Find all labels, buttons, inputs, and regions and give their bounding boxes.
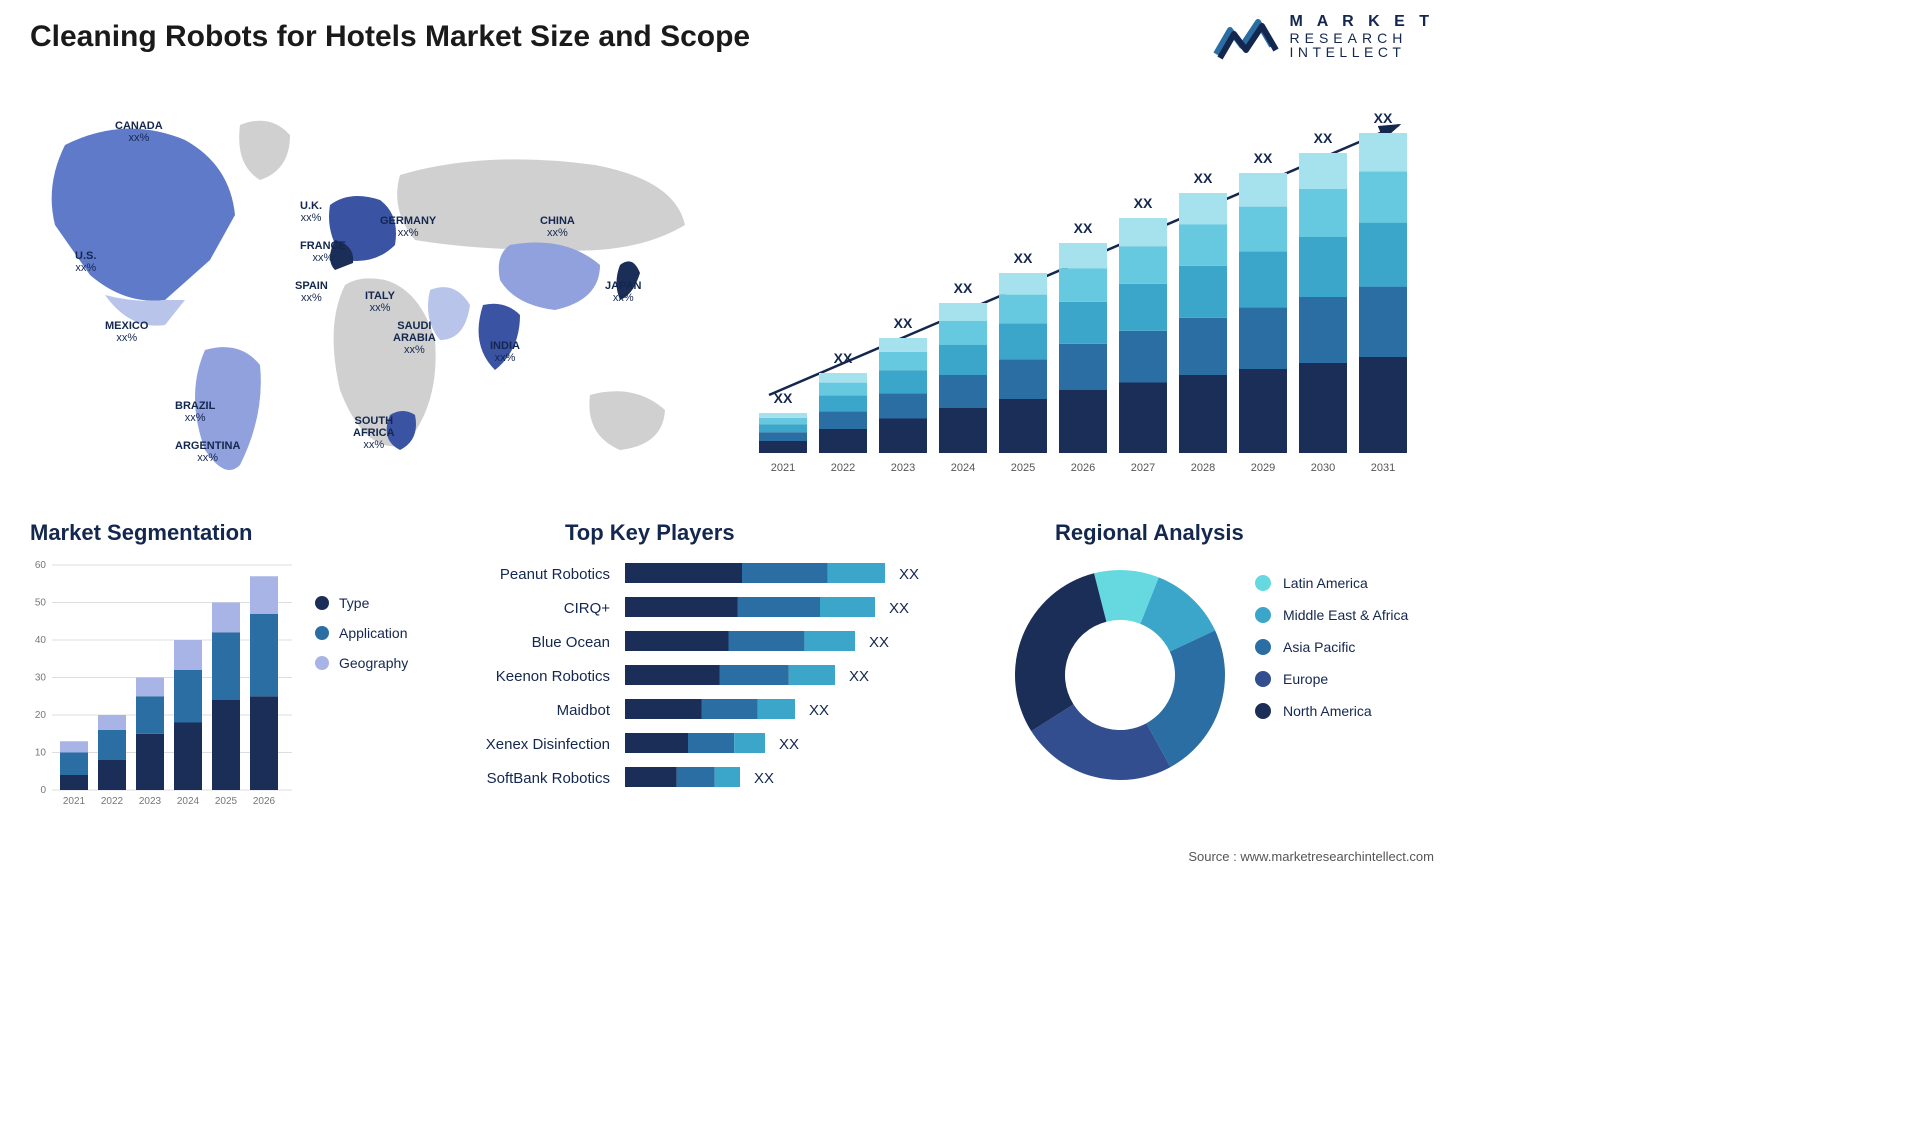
svg-text:10: 10 — [35, 748, 47, 759]
svg-text:XX: XX — [754, 770, 774, 787]
svg-text:SoftBank Robotics: SoftBank Robotics — [487, 770, 610, 787]
svg-text:60: 60 — [35, 560, 47, 571]
map-label: GERMANYxx% — [380, 215, 436, 239]
svg-text:XX: XX — [889, 600, 909, 617]
legend-item: Geography — [315, 655, 408, 671]
svg-text:CIRQ+: CIRQ+ — [564, 600, 611, 617]
svg-text:50: 50 — [35, 598, 47, 609]
map-label: BRAZILxx% — [175, 400, 215, 424]
svg-text:2023: 2023 — [891, 462, 915, 474]
svg-text:XX: XX — [1014, 250, 1033, 266]
svg-text:2031: 2031 — [1371, 462, 1395, 474]
svg-text:XX: XX — [809, 702, 829, 719]
map-label: U.S.xx% — [75, 250, 96, 274]
svg-text:2024: 2024 — [177, 796, 200, 807]
map-label: MEXICOxx% — [105, 320, 148, 344]
svg-text:2022: 2022 — [831, 462, 855, 474]
legend-item: Middle East & Africa — [1255, 607, 1408, 623]
svg-text:2026: 2026 — [1071, 462, 1095, 474]
segmentation-title: Market Segmentation — [30, 520, 253, 546]
svg-text:2022: 2022 — [101, 796, 124, 807]
legend-item: Application — [315, 625, 408, 641]
segmentation-legend: Type Application Geography — [315, 595, 408, 671]
map-label: ARGENTINAxx% — [175, 440, 240, 464]
svg-text:Keenon Robotics: Keenon Robotics — [496, 668, 610, 685]
map-label: U.K.xx% — [300, 200, 322, 224]
regional-title: Regional Analysis — [1055, 520, 1244, 546]
map-label: FRANCExx% — [300, 240, 346, 264]
map-label: SAUDIARABIAxx% — [393, 320, 436, 356]
svg-text:2025: 2025 — [215, 796, 238, 807]
legend-item: Asia Pacific — [1255, 639, 1408, 655]
svg-text:2030: 2030 — [1311, 462, 1335, 474]
map-label: ITALYxx% — [365, 290, 395, 314]
svg-text:Xenex Disinfection: Xenex Disinfection — [486, 736, 610, 753]
svg-text:Blue Ocean: Blue Ocean — [532, 634, 610, 651]
source-caption: Source : www.marketresearchintellect.com — [1188, 849, 1434, 864]
logo-text-1: M A R K E T — [1290, 14, 1434, 31]
svg-text:2026: 2026 — [253, 796, 276, 807]
map-label: SOUTHAFRICAxx% — [353, 415, 395, 451]
svg-text:2023: 2023 — [139, 796, 162, 807]
map-label: CHINAxx% — [540, 215, 575, 239]
svg-text:2029: 2029 — [1251, 462, 1275, 474]
svg-text:XX: XX — [869, 634, 889, 651]
map-label: SPAINxx% — [295, 280, 328, 304]
segmentation-chart: 0 10 20 30 40 50 60 2021 2022 2023 2024 2025 2026 Ty… — [22, 555, 442, 845]
map-label: CANADAxx% — [115, 120, 163, 144]
svg-text:XX: XX — [1374, 110, 1393, 126]
map-label: JAPANxx% — [605, 280, 641, 304]
svg-text:30: 30 — [35, 673, 47, 684]
svg-text:40: 40 — [35, 635, 47, 646]
logo-text-2: RESEARCH — [1290, 31, 1434, 46]
forecast-chart: XX 2021 XX 2022 XX 2023 XX 2024 XX 2025 XX 2026 XX 20… — [749, 95, 1429, 485]
svg-text:XX: XX — [1254, 150, 1273, 166]
players-chart: Peanut Robotics XX CIRQ+ XX Blue Ocean XX Keen… — [455, 555, 975, 845]
svg-text:XX: XX — [1194, 170, 1213, 186]
svg-text:Peanut Robotics: Peanut Robotics — [500, 566, 610, 583]
legend-item: Type — [315, 595, 408, 611]
svg-text:2021: 2021 — [63, 796, 86, 807]
legend-item: Europe — [1255, 671, 1408, 687]
svg-text:XX: XX — [894, 315, 913, 331]
svg-text:XX: XX — [1074, 220, 1093, 236]
svg-text:2021: 2021 — [771, 462, 795, 474]
svg-text:XX: XX — [849, 668, 869, 685]
svg-text:0: 0 — [40, 785, 46, 796]
svg-text:XX: XX — [1314, 130, 1333, 146]
svg-text:2028: 2028 — [1191, 462, 1215, 474]
svg-text:2024: 2024 — [951, 462, 975, 474]
svg-text:XX: XX — [774, 390, 793, 406]
svg-text:XX: XX — [1134, 195, 1153, 211]
svg-text:2027: 2027 — [1131, 462, 1155, 474]
svg-text:Maidbot: Maidbot — [557, 702, 611, 719]
svg-text:XX: XX — [779, 736, 799, 753]
logo-icon — [1212, 12, 1282, 62]
svg-text:2025: 2025 — [1011, 462, 1035, 474]
svg-text:XX: XX — [899, 566, 919, 583]
logo-text-3: INTELLECT — [1290, 45, 1434, 60]
svg-text:XX: XX — [834, 350, 853, 366]
page-title: Cleaning Robots for Hotels Market Size a… — [30, 20, 750, 54]
map-label: INDIAxx% — [490, 340, 520, 364]
svg-text:20: 20 — [35, 710, 47, 721]
legend-item: North America — [1255, 703, 1408, 719]
brand-logo: M A R K E T RESEARCH INTELLECT — [1212, 12, 1434, 62]
players-title: Top Key Players — [565, 520, 735, 546]
svg-text:XX: XX — [954, 280, 973, 296]
donut-legend: Latin America Middle East & Africa Asia Pa… — [1255, 575, 1408, 845]
regional-donut: Latin America Middle East & Africa Asia Pa… — [1000, 555, 1440, 845]
world-map: CANADAxx% U.S.xx% MEXICOxx% BRAZILxx% ARGENT… — [35, 95, 715, 485]
legend-item: Latin America — [1255, 575, 1408, 591]
